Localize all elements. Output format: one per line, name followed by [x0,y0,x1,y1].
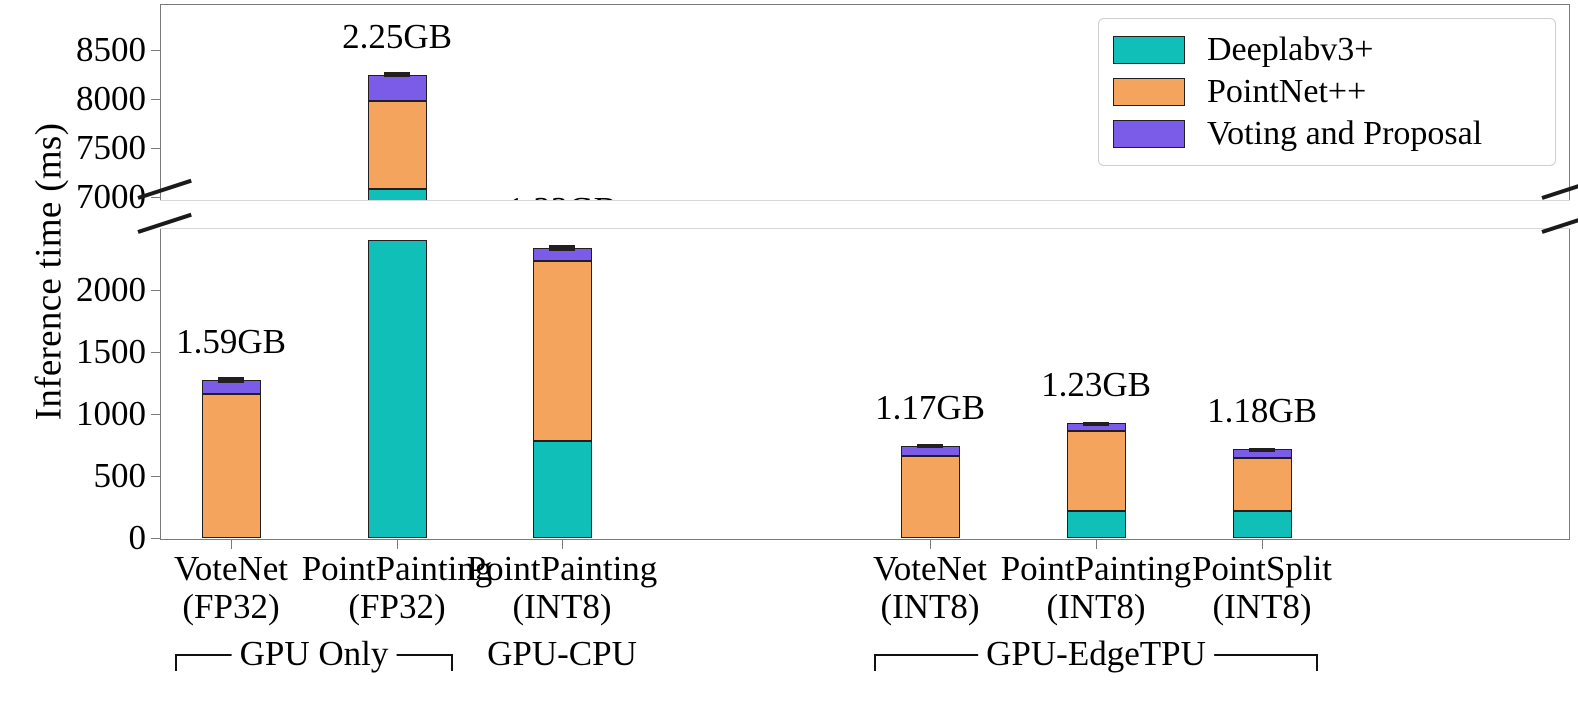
group-bracket-tick-left [874,654,876,671]
legend-item: Deeplabv3+ [1113,29,1539,71]
y-tick-upper [151,99,160,100]
x-category-label: VoteNet (FP32) [174,550,288,626]
bar-annotation: 1.17GB [875,388,985,428]
group-bracket-tick-left [175,654,177,671]
x-category-label: PointSplit (INT8) [1192,550,1332,626]
y-tick-lower [151,290,160,291]
legend-item: Voting and Proposal [1113,113,1539,155]
y-tick-label-upper: 7000 [76,177,146,216]
x-category-line: (FP32) [348,587,446,626]
bar-segment-deeplabv3 [367,240,427,538]
group-bracket-tick-right [1316,654,1318,671]
bar-segment-voting-and-proposal [367,74,427,102]
error-bar [549,245,575,251]
error-bar [1249,448,1275,453]
x-category-line: PointSplit [1191,549,1333,588]
axis-break-edge-lower [160,228,1570,229]
y-tick-label-upper: 8500 [76,30,146,69]
error-bar [218,377,244,383]
y-tick-label-lower: 1000 [76,394,146,433]
legend-item: PointNet++ [1113,71,1539,113]
legend-color-swatch [1113,36,1185,64]
error-bar-cap-bottom [1083,422,1109,426]
legend-item-label: Voting and Proposal [1207,115,1483,152]
x-tick [397,540,398,549]
y-tick-upper [151,197,160,198]
bar-segment-pointnet [532,261,592,442]
y-tick-label-upper: 8000 [76,79,146,118]
x-tick [1096,540,1097,549]
bar-segment-pointnet [1232,458,1292,512]
error-bar [917,444,943,449]
x-category-line: PointPainting [301,549,493,588]
legend-item-label: PointNet++ [1207,73,1367,110]
axis-break-band [160,200,1570,228]
error-bar-cap-top [384,71,410,75]
y-tick-label-lower: 0 [128,518,147,557]
bar-segment-deeplabv3 [532,441,592,538]
x-category-line: (INT8) [880,587,980,626]
legend: Deeplabv3+ PointNet++ Voting and Proposal [1098,18,1556,166]
y-tick-lower [151,414,160,415]
error-bar [1083,421,1109,426]
group-label: GPU-EdgeTPU [978,632,1214,676]
group-bracket: GPU-CPU [479,632,645,684]
x-tick [930,540,931,549]
error-bar [384,71,410,78]
x-category-label: PointPainting (INT8) [467,550,658,626]
y-tick-upper [151,50,160,51]
y-tick-lower [151,352,160,353]
x-category-line: (INT8) [1212,587,1312,626]
x-category-line: PointPainting [466,549,658,588]
bar-annotation: 1.59GB [176,321,286,361]
y-tick-label-upper: 7500 [76,128,146,167]
error-bar-cap-top [549,245,575,249]
x-category-label: PointPainting (INT8) [1001,550,1192,626]
bar-segment-deeplabv3 [1066,510,1126,538]
axis-break-slash [1541,178,1578,200]
bar-segment-deeplabv3 [1232,511,1292,538]
group-bracket: GPU Only [175,632,453,684]
axis-break-edge-upper [160,200,1570,201]
bar-annotation: 1.23GB [1041,365,1151,405]
bar-segment-pointnet [900,455,960,538]
x-category-label: PointPainting (FP32) [302,550,493,626]
group-label: GPU-CPU [479,632,645,676]
x-tick [231,540,232,549]
error-bar-cap-bottom [917,445,943,449]
x-tick [1262,540,1263,549]
y-tick-lower [151,538,160,539]
x-category-line: (INT8) [1046,587,1146,626]
group-bracket: GPU-EdgeTPU [874,632,1318,684]
x-category-line: VoteNet [173,549,289,588]
x-category-line: (INT8) [512,587,612,626]
y-tick-label-lower: 1500 [76,332,146,371]
x-tick [562,540,563,549]
error-bar-cap-bottom [1249,449,1275,453]
y-tick-upper [151,148,160,149]
x-category-line: PointPainting [1000,549,1192,588]
group-label: GPU Only [231,632,397,676]
y-tick-label-lower: 500 [93,456,147,495]
error-bar-cap-bottom [384,74,410,78]
error-bar-cap-bottom [218,379,244,383]
bar-segment-pointnet [201,394,261,538]
bar-annotation: 2.25GB [342,16,452,56]
y-tick-lower [151,476,160,477]
y-tick-label-lower: 2000 [76,270,146,309]
legend-color-swatch [1113,78,1185,106]
x-category-line: (FP32) [182,587,280,626]
error-bar-cap-top [218,377,244,381]
x-category-label: VoteNet (INT8) [873,550,987,626]
x-category-line: VoteNet [872,549,988,588]
bar-annotation: 1.18GB [1207,391,1317,431]
group-bracket-tick-right [451,654,453,671]
bar-segment-pointnet [1066,431,1126,511]
legend-item-label: Deeplabv3+ [1207,31,1374,68]
error-bar-cap-bottom [549,247,575,251]
bar-segment-pointnet [367,101,427,190]
legend-color-swatch [1113,120,1185,148]
